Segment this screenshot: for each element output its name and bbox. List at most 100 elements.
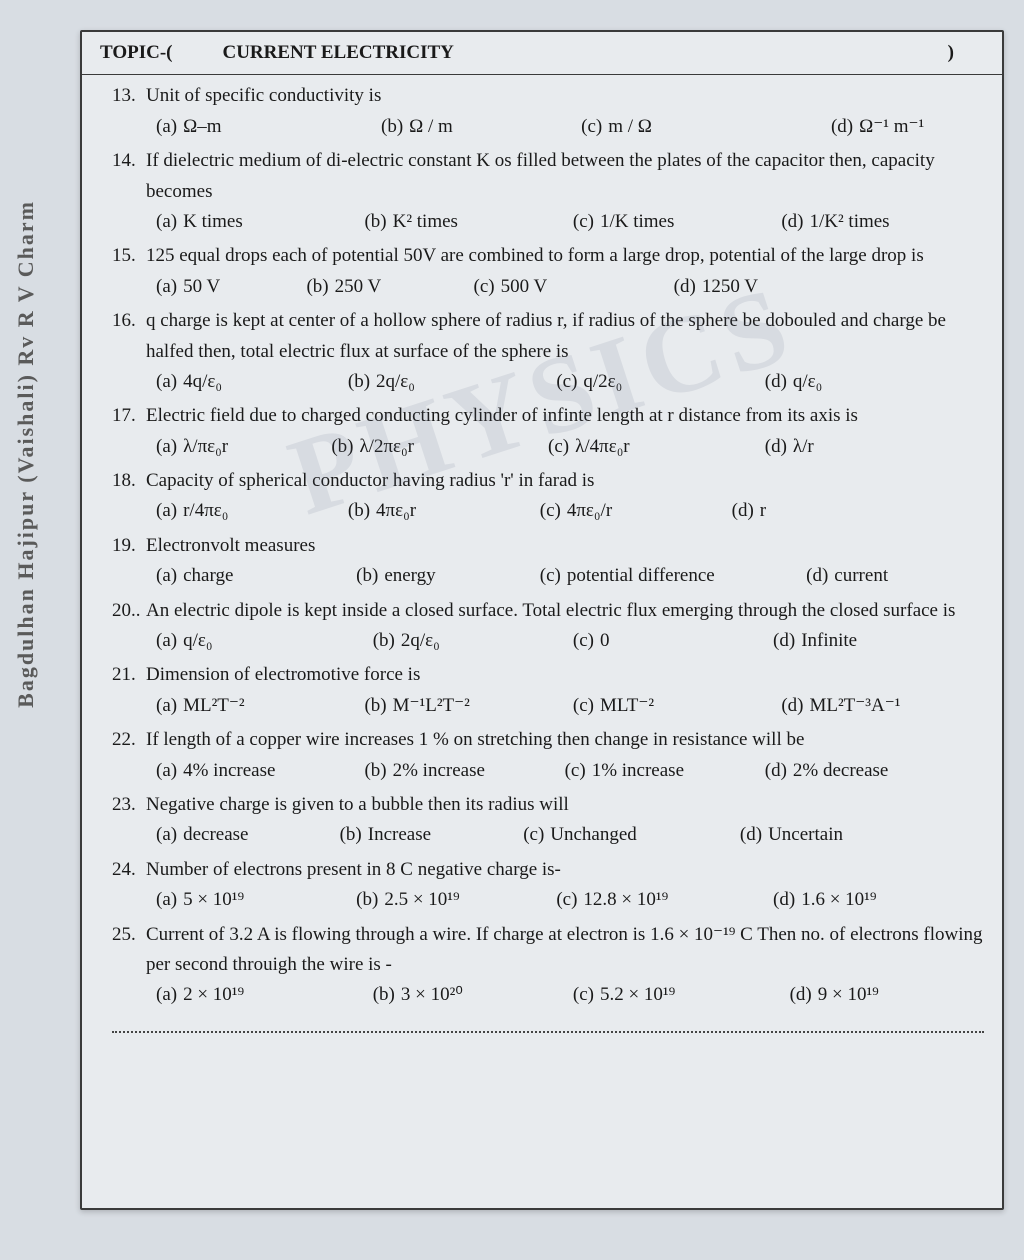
option-text: 50 V (183, 272, 220, 302)
option-label: (d) (674, 272, 696, 302)
question-number: 16. (112, 306, 146, 367)
option-text: ML²T⁻² (183, 691, 245, 721)
option-label: (d) (773, 626, 795, 656)
option-c: (c)12.8 × 10¹⁹ (556, 885, 755, 915)
option-text: 5 × 10¹⁹ (183, 885, 244, 915)
option-c: (c)m / Ω (581, 112, 813, 142)
option-text: 4q/ε₀ (183, 367, 222, 397)
question-number: 15. (112, 241, 146, 271)
option-label: (a) (156, 820, 177, 850)
option-text: M⁻¹L²T⁻² (393, 691, 470, 721)
option-label: (c) (540, 561, 561, 591)
question-text: q charge is kept at center of a hollow s… (146, 306, 984, 367)
question-text: 125 equal drops each of potential 50V ar… (146, 241, 984, 271)
topic-label: TOPIC-( (100, 38, 172, 68)
option-d: (d)q/ε₀ (765, 367, 823, 397)
option-b: (b)M⁻¹L²T⁻² (364, 691, 554, 721)
option-label: (d) (765, 756, 787, 786)
option-text: 0 (600, 626, 610, 656)
option-text: 12.8 × 10¹⁹ (583, 885, 668, 915)
option-label: (a) (156, 885, 177, 915)
option-b: (b)3 × 10²⁰ (373, 980, 555, 1010)
option-b: (b)2q/ε₀ (373, 626, 555, 656)
question-number: 22. (112, 725, 146, 755)
option-label: (a) (156, 432, 177, 462)
option-d: (d)Ω⁻¹ m⁻¹ (831, 112, 924, 142)
option-label: (b) (373, 626, 395, 656)
option-text: λ/r (793, 432, 814, 462)
option-text: r (760, 496, 766, 526)
option-text: decrease (183, 820, 248, 850)
option-a: (a)2 × 10¹⁹ (156, 980, 355, 1010)
question-16: 16. q charge is kept at center of a holl… (112, 306, 984, 397)
option-label: (c) (573, 626, 594, 656)
option-text: 500 V (501, 272, 548, 302)
option-c: (c)1% increase (565, 756, 747, 786)
question-number: 23. (112, 790, 146, 820)
option-text: 1250 V (702, 272, 758, 302)
option-text: energy (384, 561, 435, 591)
option-c: (c)potential difference (540, 561, 788, 591)
option-text: 2% decrease (793, 756, 888, 786)
option-text: Uncertain (768, 820, 843, 850)
question-text: If dielectric medium of di-electric cons… (146, 146, 984, 207)
option-label: (b) (373, 980, 395, 1010)
question-number: 25. (112, 920, 146, 981)
question-22: 22. If length of a copper wire increases… (112, 725, 984, 786)
option-text: MLT⁻² (600, 691, 654, 721)
option-text: 4% increase (183, 756, 275, 786)
question-number: 13. (112, 81, 146, 111)
option-d: (d)current (806, 561, 888, 591)
option-text: Unchanged (550, 820, 637, 850)
topic-close-paren: ) (948, 38, 954, 68)
question-number: 17. (112, 401, 146, 431)
option-text: m / Ω (608, 112, 652, 142)
option-d: (d) 1/K² times (781, 207, 889, 237)
option-c: (c)4πε₀/r (540, 496, 714, 526)
option-label: (a) (156, 207, 177, 237)
option-a: (a)q/ε₀ (156, 626, 355, 656)
option-text: 1/K² times (809, 207, 889, 237)
question-20: 20.. An electric dipole is kept inside a… (112, 596, 984, 657)
option-label: (d) (781, 207, 803, 237)
option-b: (b)K² times (364, 207, 554, 237)
question-text: Unit of specific conductivity is (146, 81, 984, 111)
option-text: Ω⁻¹ m⁻¹ (859, 112, 924, 142)
option-a: (a) 5 × 10¹⁹ (156, 885, 338, 915)
option-label: (b) (306, 272, 328, 302)
option-label: (c) (556, 367, 577, 397)
option-label: (b) (364, 756, 386, 786)
questions-container: 13. Unit of specific conductivity is (a)… (82, 75, 1002, 1010)
option-label: (c) (474, 272, 495, 302)
question-number: 14. (112, 146, 146, 207)
question-21: 21. Dimension of electromotive force is … (112, 660, 984, 721)
question-19: 19. Electronvolt measures (a)charge (b)e… (112, 531, 984, 592)
option-text: Ω–m (183, 112, 221, 142)
option-d: (d)ML²T⁻³A⁻¹ (781, 691, 900, 721)
option-text: r/4πε₀ (183, 496, 228, 526)
question-15: 15. 125 equal drops each of potential 50… (112, 241, 984, 302)
question-number: 18. (112, 466, 146, 496)
question-text: If length of a copper wire increases 1 %… (146, 725, 984, 755)
option-text: λ/4πε₀r (575, 432, 630, 462)
option-text: Infinite (801, 626, 857, 656)
question-number: 24. (112, 855, 146, 885)
option-b: (b) energy (356, 561, 522, 591)
option-label: (b) (348, 367, 370, 397)
option-c: (c)5.2 × 10¹⁹ (573, 980, 772, 1010)
option-d: (d)λ/r (765, 432, 814, 462)
question-number: 21. (112, 660, 146, 690)
question-number: 19. (112, 531, 146, 561)
question-text: Electric field due to charged conducting… (146, 401, 984, 431)
option-text: q/ε₀ (793, 367, 822, 397)
option-a: (a)4q/ε₀ (156, 367, 330, 397)
option-d: (d)9 × 10¹⁹ (790, 980, 879, 1010)
option-text: K² times (393, 207, 458, 237)
question-17: 17. Electric field due to charged conduc… (112, 401, 984, 462)
option-text: q/ε₀ (183, 626, 212, 656)
option-label: (b) (381, 112, 403, 142)
option-text: 2% increase (393, 756, 485, 786)
option-b: (b)λ/2πε₀r (331, 432, 530, 462)
option-label: (b) (356, 561, 378, 591)
option-b: (b)250 V (306, 272, 455, 302)
